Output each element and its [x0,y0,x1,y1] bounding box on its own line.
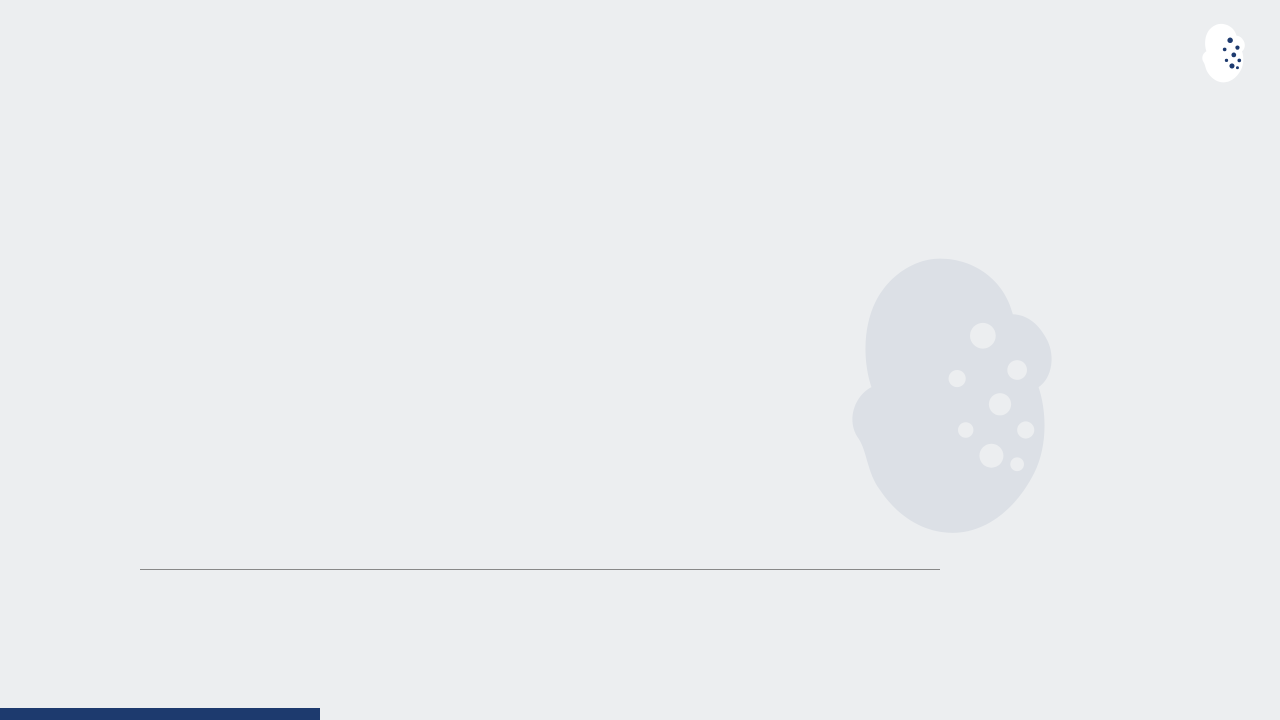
legend-swatch-2032 [555,170,599,186]
legend [449,170,611,186]
legend-item-2024 [449,170,505,186]
infographic-root [0,0,1280,720]
legend-swatch-2024 [449,170,493,186]
brand-head-icon [1192,22,1250,86]
plot-region [140,210,940,570]
x-axis-labels [140,570,940,670]
brand-logo [1182,22,1250,86]
legend-item-2032 [555,170,611,186]
bottom-accent-bar [0,708,320,720]
chart-area [100,170,960,670]
